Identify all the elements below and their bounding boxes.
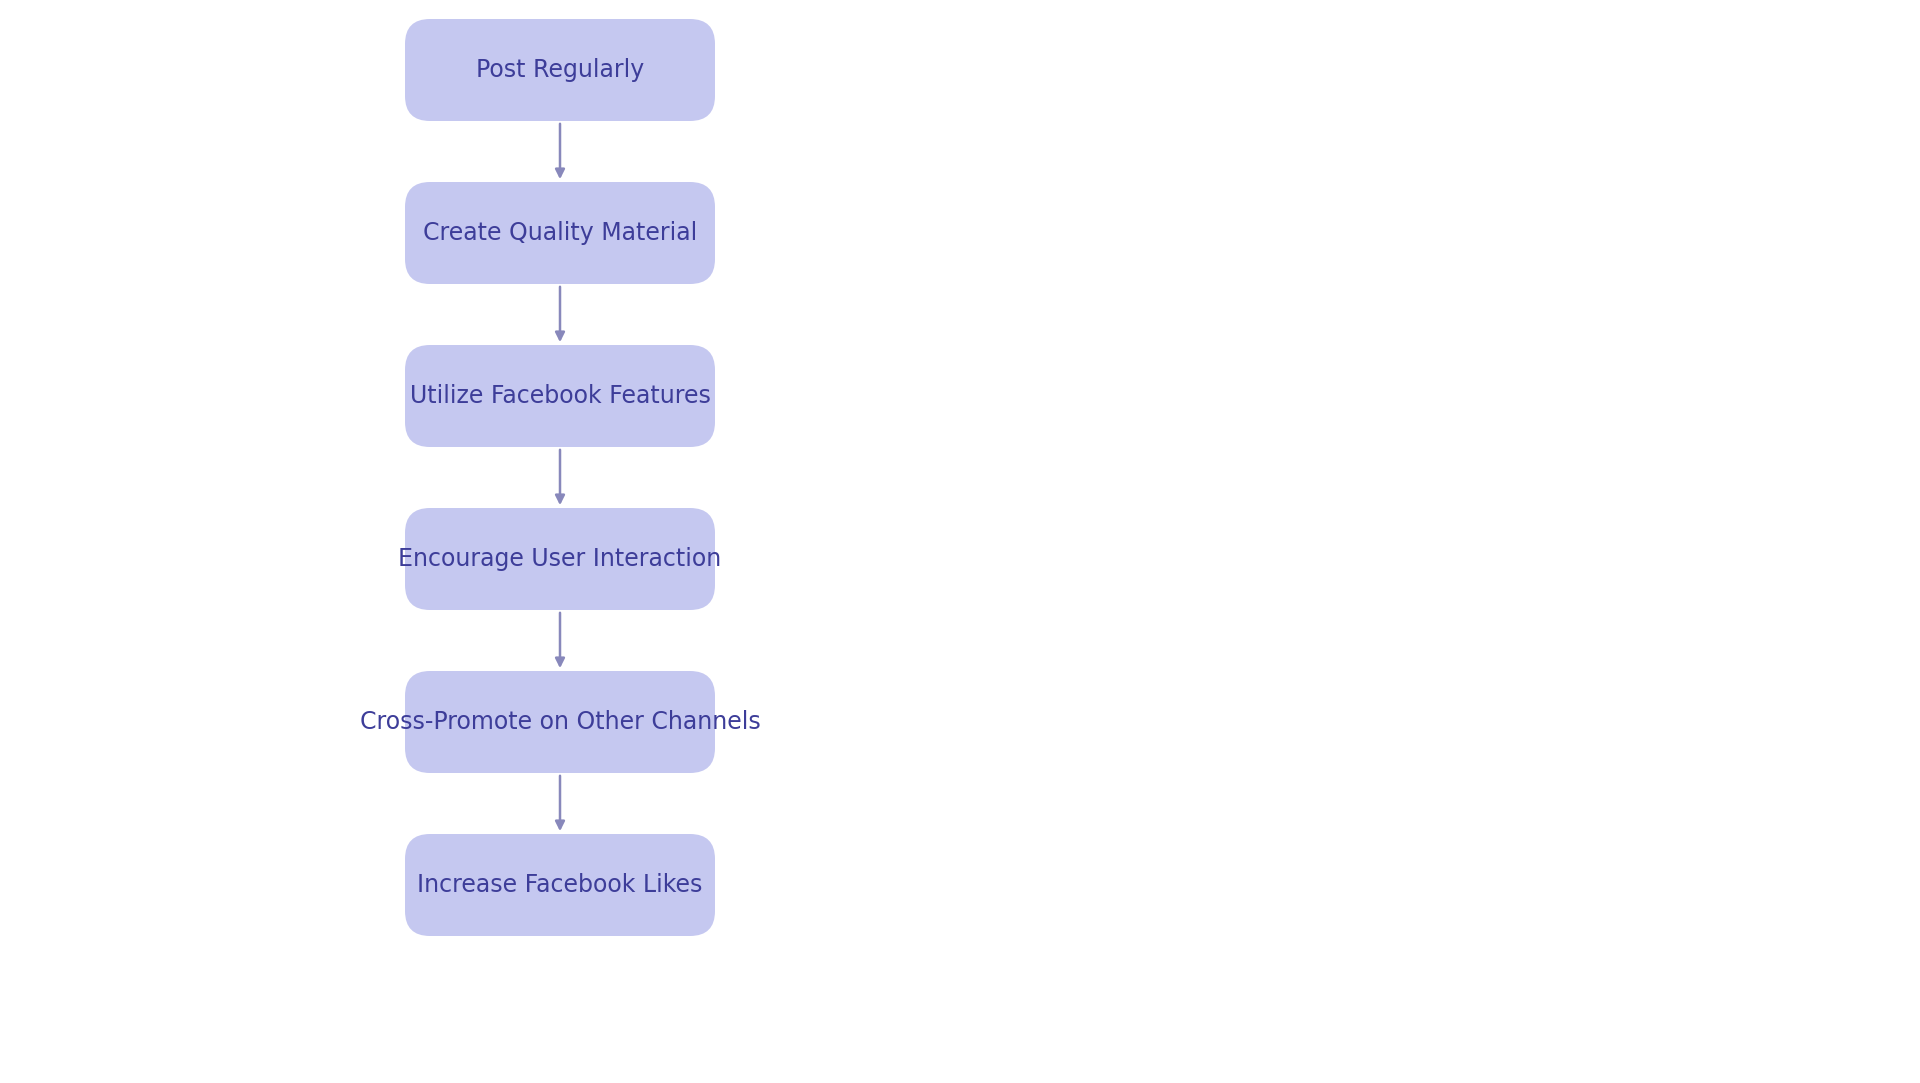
FancyBboxPatch shape [405,671,714,773]
FancyBboxPatch shape [405,19,714,121]
Text: Utilize Facebook Features: Utilize Facebook Features [409,384,710,408]
Text: Cross-Promote on Other Channels: Cross-Promote on Other Channels [359,710,760,734]
FancyBboxPatch shape [405,182,714,284]
FancyBboxPatch shape [405,345,714,447]
Text: Post Regularly: Post Regularly [476,58,643,82]
Text: Increase Facebook Likes: Increase Facebook Likes [417,873,703,897]
Text: Create Quality Material: Create Quality Material [422,221,697,245]
Text: Encourage User Interaction: Encourage User Interaction [397,547,722,571]
FancyBboxPatch shape [405,508,714,610]
FancyBboxPatch shape [405,834,714,936]
